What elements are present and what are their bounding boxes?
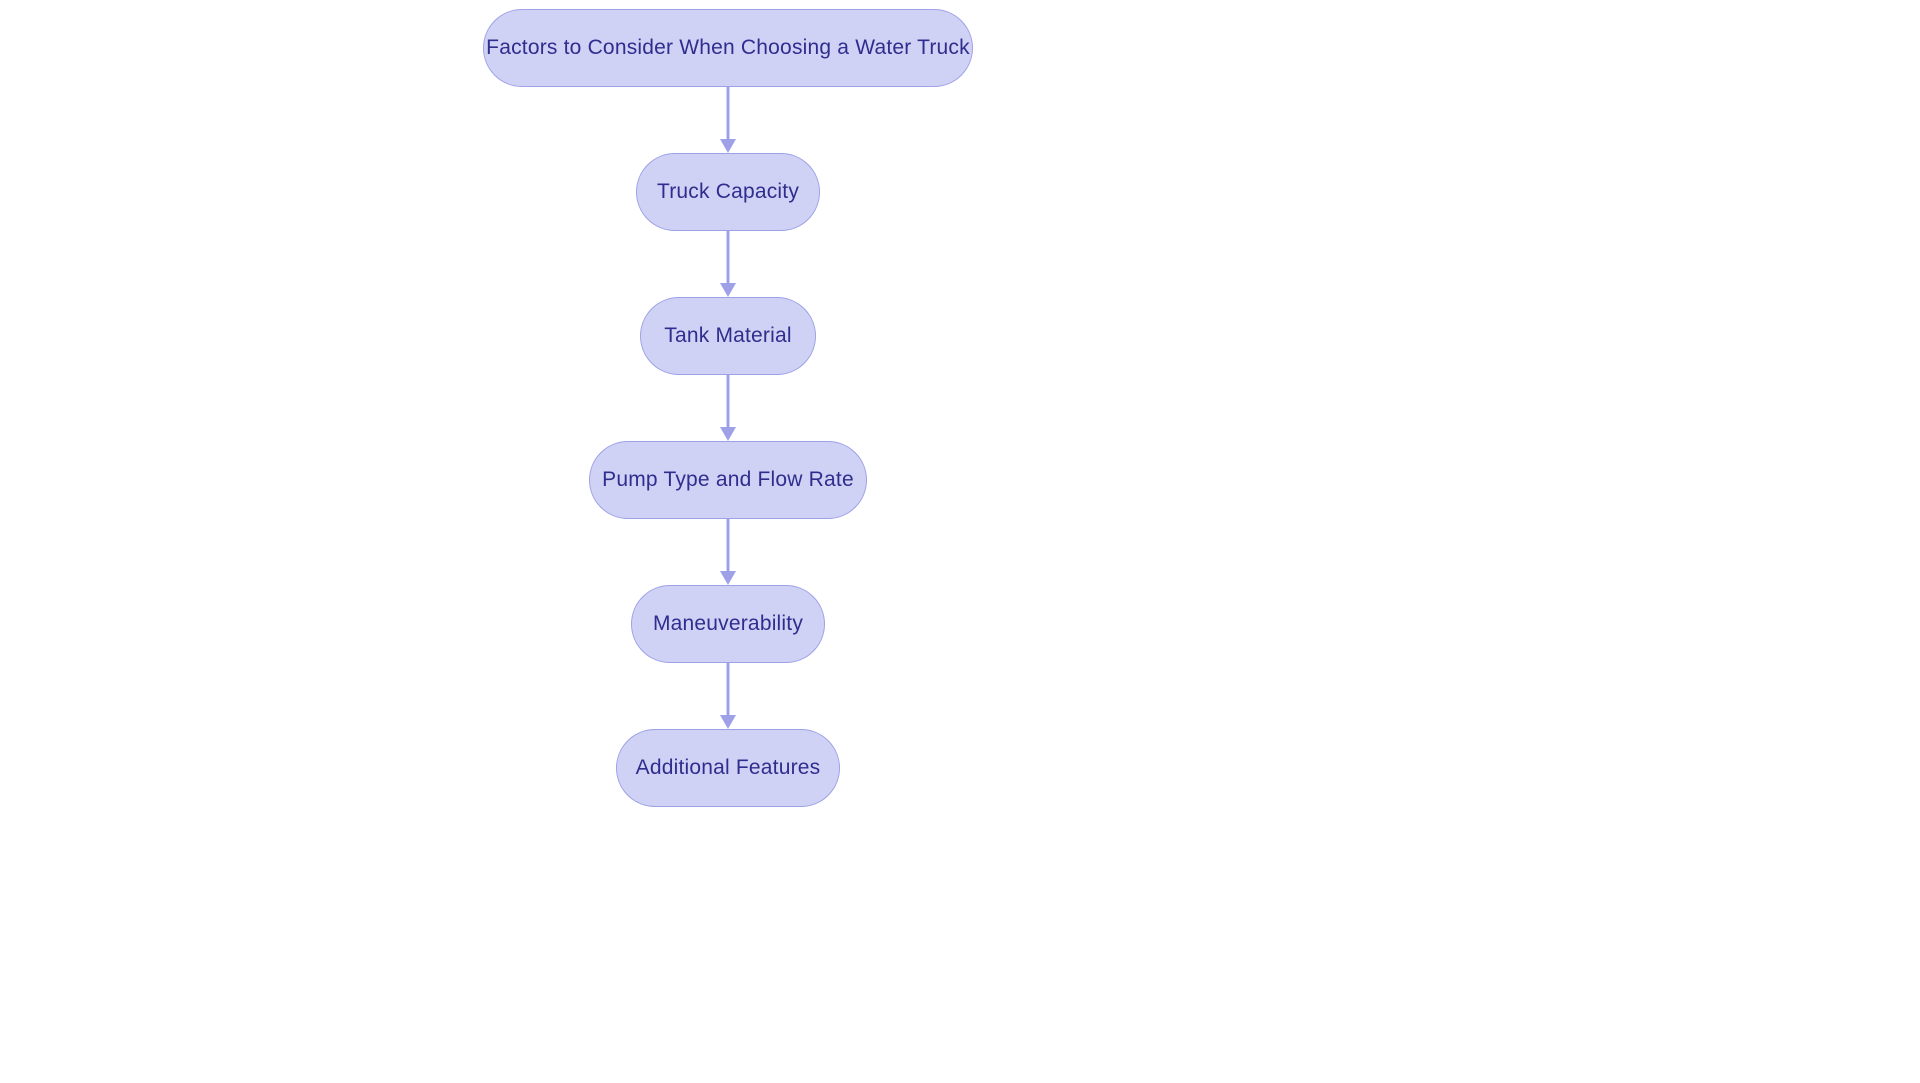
arrow-shaft bbox=[727, 519, 730, 571]
arrow-shaft bbox=[727, 375, 730, 427]
arrow-shaft bbox=[727, 231, 730, 283]
arrow-head-icon bbox=[720, 715, 736, 729]
arrow-head-icon bbox=[720, 427, 736, 441]
flowchart-arrow bbox=[708, 231, 748, 297]
arrow-shaft bbox=[727, 87, 730, 139]
arrow-head-icon bbox=[720, 571, 736, 585]
flowchart-arrow bbox=[708, 375, 748, 441]
arrow-shaft bbox=[727, 663, 730, 715]
arrow-head-icon bbox=[720, 139, 736, 153]
flowchart-node: Maneuverability bbox=[631, 585, 825, 663]
flowchart-arrow bbox=[708, 87, 748, 153]
flowchart-canvas: Factors to Consider When Choosing a Wate… bbox=[0, 0, 1920, 1083]
flowchart-node: Additional Features bbox=[616, 729, 840, 807]
flowchart-arrow bbox=[708, 519, 748, 585]
arrow-head-icon bbox=[720, 283, 736, 297]
flowchart-node: Truck Capacity bbox=[636, 153, 820, 231]
flowchart-arrow bbox=[708, 663, 748, 729]
flowchart-node: Tank Material bbox=[640, 297, 816, 375]
flowchart-node: Pump Type and Flow Rate bbox=[589, 441, 867, 519]
flowchart-node: Factors to Consider When Choosing a Wate… bbox=[483, 9, 973, 87]
